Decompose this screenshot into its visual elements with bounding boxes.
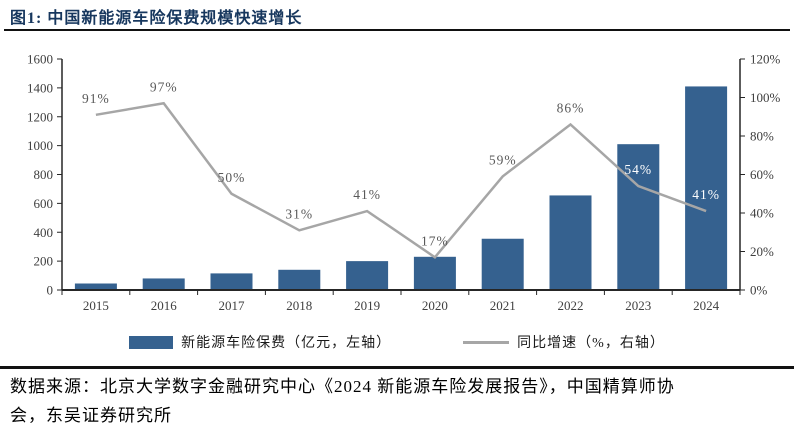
x-axis-year-label: 2019 [354, 298, 380, 313]
legend-label-growth: 同比增速（%，右轴） [517, 336, 665, 351]
left-axis-tick-label: 1400 [27, 80, 53, 95]
left-axis-tick-label: 200 [34, 254, 54, 269]
x-axis-year-label: 2016 [151, 298, 178, 313]
growth-rate-label-2015: 91% [82, 91, 110, 106]
growth-rate-label-2018: 31% [285, 206, 313, 221]
premium-bar-2019 [346, 261, 389, 290]
premium-bar-2021 [481, 238, 524, 290]
premium-bar-2018 [278, 269, 321, 290]
growth-rate-line [95, 101, 707, 259]
chart-legend: 新能源车险保费（亿元，左轴） 同比增速（%，右轴） [0, 332, 794, 352]
legend-label-premium: 新能源车险保费（亿元，左轴） [181, 336, 392, 351]
premium-bar-2017 [210, 273, 253, 290]
right-axis-tick-label: 60% [750, 167, 774, 182]
growth-rate-label-2023: 54% [624, 162, 652, 177]
left-axis-tick-label: 1200 [27, 109, 53, 124]
legend-item-premium: 新能源车险保费（亿元，左轴） [129, 332, 391, 352]
x-axis-year-label: 2024 [693, 298, 720, 313]
growth-rate-label-2019: 41% [353, 187, 381, 202]
growth-rate-label-2024: 41% [692, 187, 720, 202]
growth-rate-label-2017: 50% [218, 170, 246, 185]
x-axis-year-label: 2017 [219, 298, 246, 313]
x-axis-year-label: 2018 [286, 298, 312, 313]
premium-bar-2015 [74, 283, 117, 290]
title-divider-rule [4, 29, 790, 31]
x-axis-year-label: 2023 [625, 298, 651, 313]
premium-growth-chart: 0 200 400 600 800 1000 1200 1400 1600 0% 20% 40% 60%… [27, 52, 781, 314]
left-axis-tick-label: 1600 [27, 52, 53, 67]
right-axis-tick-label: 120% [750, 52, 781, 67]
premium-bar-2023 [617, 144, 660, 290]
right-axis-tick-label: 80% [750, 129, 774, 144]
premium-bar-2024 [685, 86, 728, 291]
line-swatch-icon [463, 340, 510, 344]
growth-rate-label-2016: 97% [150, 79, 178, 94]
right-axis-tick-label: 100% [750, 90, 781, 105]
footer-divider-rule [0, 366, 794, 369]
left-axis-tick-label: 400 [34, 225, 54, 240]
x-axis-year-label: 2021 [490, 298, 516, 313]
data-source-line-1: 数据来源：北京大学数字金融研究中心《2024 新能源车险发展报告》，中国精算师协 [10, 377, 675, 396]
x-axis-year-label: 2015 [83, 298, 109, 313]
growth-rate-label-2022: 86% [557, 100, 585, 115]
x-axis-year-label: 2022 [558, 298, 584, 313]
left-axis-tick-label: 0 [47, 283, 54, 298]
premium-bar-2020 [413, 256, 456, 290]
right-axis-tick-label: 0% [750, 283, 768, 298]
x-axis-year-label: 2020 [422, 298, 448, 313]
left-axis-tick-label: 800 [34, 167, 54, 182]
legend-item-growth: 同比增速（%，右轴） [463, 332, 665, 352]
bar-swatch-icon [129, 335, 174, 349]
left-axis-tick-label: 1000 [27, 138, 53, 153]
right-axis-tick-label: 20% [750, 244, 774, 259]
premium-bar-2016 [142, 278, 185, 290]
data-source-note: 数据来源：北京大学数字金融研究中心《2024 新能源车险发展报告》，中国精算师协… [10, 372, 784, 430]
growth-rate-label-2021: 59% [489, 152, 517, 167]
figure-title: 图1: 中国新能源车险保费规模快速增长 [10, 10, 303, 27]
premium-bar-2022 [549, 195, 592, 290]
left-axis-tick-label: 600 [34, 196, 54, 211]
right-axis-tick-label: 40% [750, 206, 774, 221]
growth-rate-label-2020: 17% [421, 233, 449, 248]
data-source-line-2: 会，东吴证券研究所 [10, 406, 172, 425]
